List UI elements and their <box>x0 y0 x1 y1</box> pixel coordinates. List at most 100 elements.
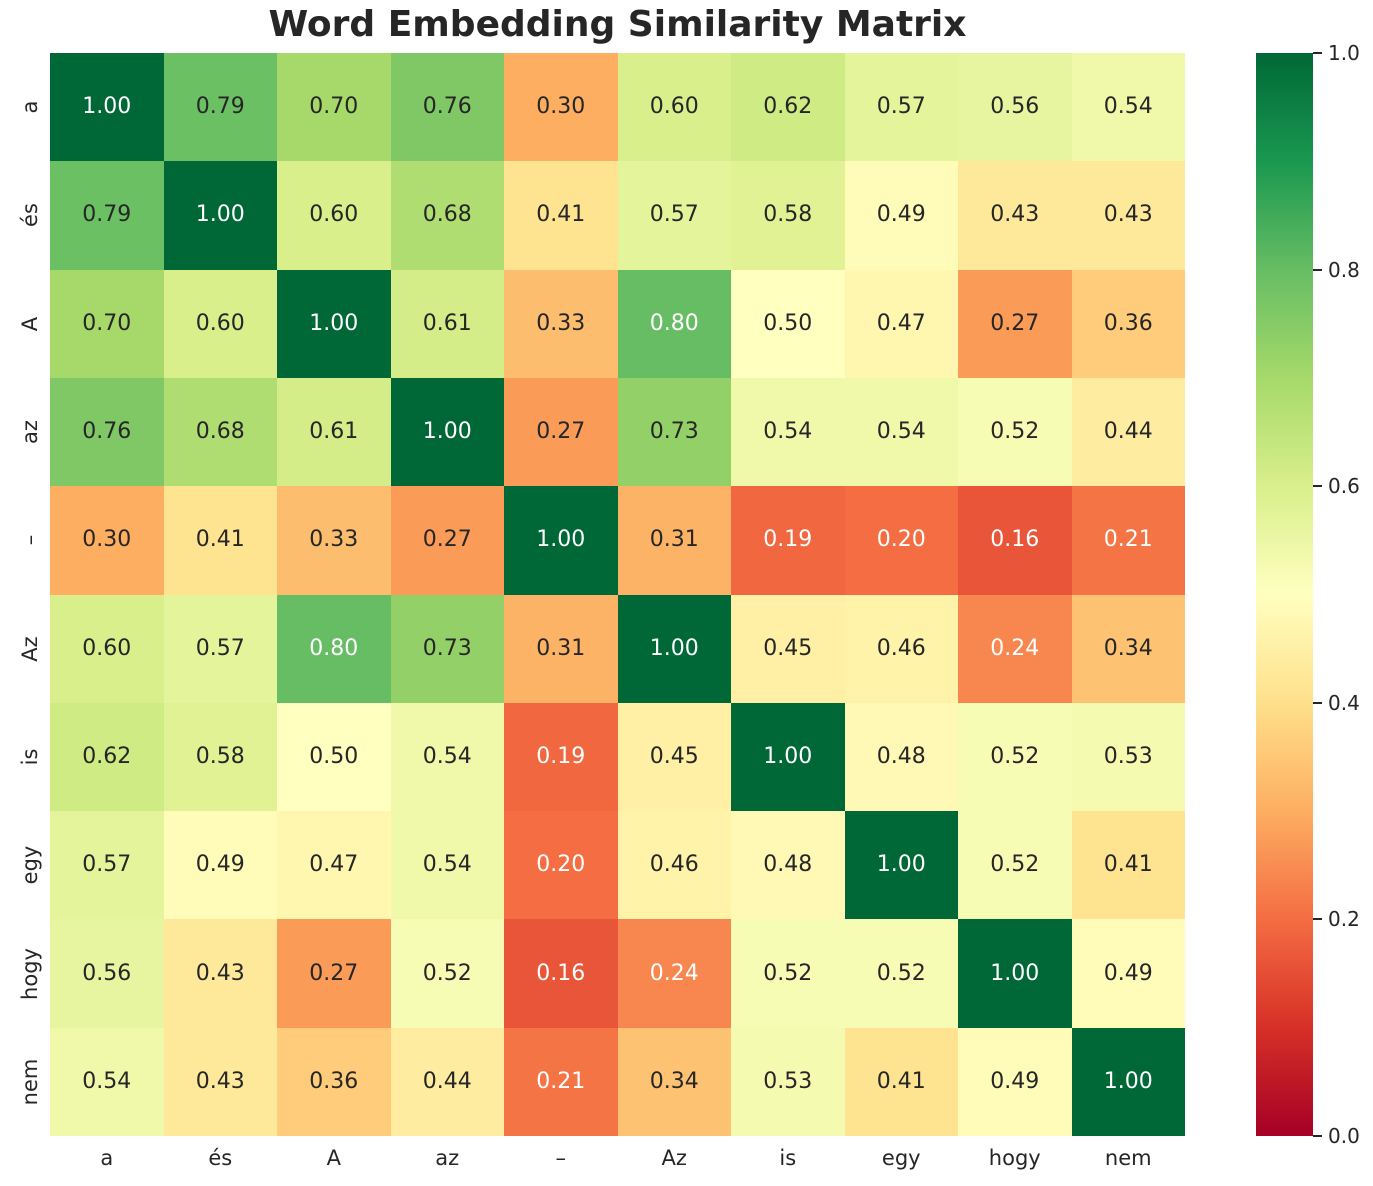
cell-value: 0.43 <box>990 202 1040 228</box>
colorbar-tick-mark <box>1313 1135 1322 1137</box>
heatmap-cell: 0.47 <box>277 811 391 920</box>
heatmap-cell: 0.44 <box>390 1027 504 1136</box>
heatmap-cell: 0.30 <box>504 53 618 162</box>
cell-value: 0.47 <box>876 310 926 336</box>
heatmap-cell: 0.54 <box>1071 53 1185 162</box>
heatmap-cell: 0.36 <box>277 1027 391 1136</box>
colorbar-tick-label: 0.2 <box>1328 907 1360 932</box>
colorbar-tick-label: 0.6 <box>1328 474 1360 499</box>
cell-value: 0.80 <box>309 635 359 661</box>
cell-value: 0.57 <box>82 852 132 878</box>
cell-value: 0.79 <box>195 94 245 120</box>
cell-value: 0.43 <box>195 1068 245 1094</box>
heatmap-cell: 0.73 <box>617 377 731 487</box>
heatmap-cell: 0.31 <box>617 486 731 595</box>
cell-value: 0.27 <box>422 527 472 553</box>
heatmap-cell: 0.61 <box>390 269 504 378</box>
x-tick-label: egy <box>881 1146 921 1170</box>
heatmap-cell: 0.44 <box>1071 377 1185 487</box>
heatmap-cell: 1.00 <box>390 377 504 487</box>
y-tick-label: – <box>18 535 42 546</box>
heatmap-cell: 0.68 <box>163 377 277 487</box>
heatmap-cell: 0.36 <box>1071 269 1185 378</box>
heatmap-cell: 0.49 <box>958 1027 1072 1136</box>
x-tick-label: nem <box>1104 1146 1152 1170</box>
cell-value: 0.48 <box>876 743 926 769</box>
cell-value: 0.61 <box>422 310 472 336</box>
colorbar-tick-label: 0.0 <box>1328 1124 1360 1148</box>
cell-value: 0.62 <box>82 743 132 769</box>
heatmap-cell: 0.27 <box>390 486 504 595</box>
heatmap-cell: 0.53 <box>1071 702 1185 812</box>
heatmap-cell: 0.60 <box>163 269 277 378</box>
cell-value: 1.00 <box>195 202 245 228</box>
heatmap-cell: 0.21 <box>504 1027 618 1136</box>
colorbar-tick-label: 1.0 <box>1328 41 1360 65</box>
heatmap-cell: 0.76 <box>390 53 504 162</box>
y-tick-label: és <box>18 203 42 228</box>
heatmap-cell: 0.43 <box>163 1027 277 1136</box>
heatmap-cell: 0.52 <box>958 811 1072 920</box>
cell-value: 0.49 <box>195 852 245 878</box>
cell-value: 0.27 <box>536 419 586 445</box>
cell-value: 0.49 <box>876 202 926 228</box>
heatmap-cell: 0.52 <box>844 919 958 1028</box>
cell-value: 0.30 <box>82 527 132 553</box>
cell-value: 0.60 <box>195 310 245 336</box>
cell-value: 0.16 <box>536 960 586 986</box>
heatmap-cell: 0.41 <box>1071 811 1185 920</box>
cell-value: 1.00 <box>82 94 132 120</box>
cell-value: 0.60 <box>309 202 359 228</box>
heatmap-cell: 0.41 <box>844 1027 958 1136</box>
cell-value: 0.27 <box>990 310 1040 336</box>
heatmap-cell: 0.57 <box>617 161 731 270</box>
cell-value: 0.34 <box>1103 635 1153 661</box>
cell-value: 0.52 <box>763 960 813 986</box>
heatmap-cell: 1.00 <box>163 161 277 270</box>
y-tick-label: nem <box>18 1058 42 1106</box>
cell-value: 0.57 <box>195 635 245 661</box>
cell-value: 0.19 <box>763 527 813 553</box>
cell-value: 0.61 <box>309 419 359 445</box>
cell-value: 0.54 <box>422 852 472 878</box>
cell-value: 1.00 <box>309 310 359 336</box>
heatmap-cell: 0.60 <box>617 53 731 162</box>
heatmap-cell: 0.27 <box>277 919 391 1028</box>
heatmap-cell: 0.52 <box>390 919 504 1028</box>
heatmap-cell: 0.45 <box>731 594 845 703</box>
cell-value: 0.24 <box>649 960 699 986</box>
cell-value: 0.20 <box>536 852 586 878</box>
heatmap-cell: 0.79 <box>50 161 164 270</box>
x-tick-label: – <box>555 1146 567 1170</box>
cell-value: 0.41 <box>876 1068 926 1094</box>
cell-value: 0.46 <box>876 635 926 661</box>
heatmap-cell: 0.58 <box>163 702 277 812</box>
x-tick-label: hogy <box>988 1146 1041 1170</box>
heatmap-cell: 0.16 <box>958 486 1072 595</box>
cell-value: 0.68 <box>195 419 245 445</box>
cell-value: 1.00 <box>422 419 472 445</box>
heatmap-cell: 0.70 <box>50 269 164 378</box>
heatmap-cell: 0.45 <box>617 702 731 812</box>
heatmap-cell: 0.73 <box>390 594 504 703</box>
heatmap-cell: 0.34 <box>617 1027 731 1136</box>
cell-value: 0.33 <box>536 310 586 336</box>
colorbar-tick-mark <box>1313 52 1322 54</box>
heatmap-grid: 1.00 0.79 0.70 0.76 0.30 0.60 0.62 0.57 0.56 0.54… <box>50 53 1185 1136</box>
heatmap-cell: 1.00 <box>731 702 845 812</box>
cell-value: 0.73 <box>422 635 472 661</box>
cell-value: 0.70 <box>82 310 132 336</box>
cell-value: 0.41 <box>536 202 586 228</box>
heatmap-cell: 0.43 <box>163 919 277 1028</box>
heatmap-cell: 0.33 <box>504 269 618 378</box>
heatmap-cell: 1.00 <box>958 919 1072 1028</box>
colorbar-tick-mark <box>1313 918 1322 921</box>
heatmap-cell: 1.00 <box>50 53 164 162</box>
cell-value: 0.68 <box>422 202 472 228</box>
heatmap-cell: 1.00 <box>504 486 618 595</box>
cell-value: 0.45 <box>763 635 813 661</box>
cell-value: 1.00 <box>876 852 926 878</box>
heatmap-cell: 0.62 <box>50 702 164 812</box>
heatmap-cell: 0.27 <box>504 377 618 487</box>
cell-value: 0.76 <box>82 419 132 445</box>
